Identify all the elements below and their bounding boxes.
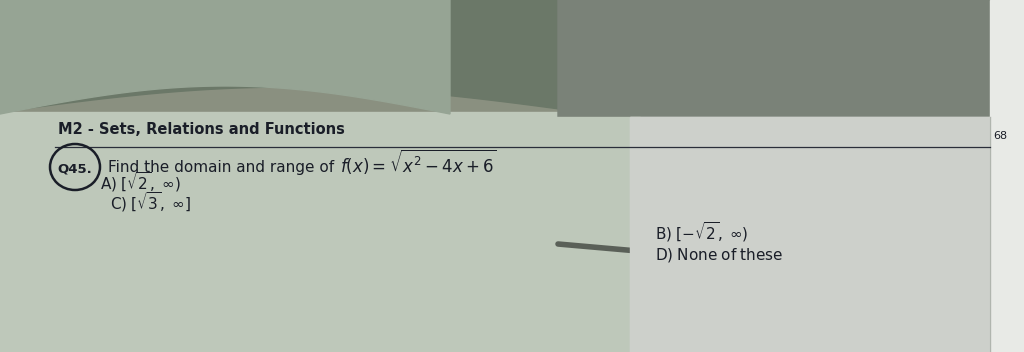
Bar (560, 0, 1024, 282)
Text: 68: 68 (993, 131, 1008, 141)
Bar (630, 112, 1024, 352)
Text: $f(x) = \sqrt{x^2 - 4x + 6}$: $f(x) = \sqrt{x^2 - 4x + 6}$ (340, 147, 497, 176)
Text: Find the domain and range of: Find the domain and range of (108, 160, 339, 175)
Text: Q45.: Q45. (57, 162, 92, 175)
Text: $\mathrm{B)}\;[-\sqrt{2},\;\infty)$: $\mathrm{B)}\;[-\sqrt{2},\;\infty)$ (655, 220, 749, 244)
Polygon shape (558, 192, 780, 282)
Bar (990, 0, 1024, 352)
Bar (0, 112, 640, 352)
Bar (0, 117, 640, 352)
Bar (630, 117, 990, 352)
Polygon shape (0, 0, 450, 114)
Text: $\mathrm{A)}\;[\sqrt{2},\;\infty)$: $\mathrm{A)}\;[\sqrt{2},\;\infty)$ (100, 170, 180, 194)
Polygon shape (558, 0, 1024, 274)
Text: $\mathrm{C)}\;[\sqrt{3},\;\infty]$: $\mathrm{C)}\;[\sqrt{3},\;\infty]$ (110, 190, 190, 214)
Text: $\mathrm{D)}\;\mathrm{None\;of\;these}$: $\mathrm{D)}\;\mathrm{None\;of\;these}$ (655, 245, 783, 264)
Polygon shape (0, 0, 640, 120)
Bar (630, 117, 1024, 352)
Text: M2 - Sets, Relations and Functions: M2 - Sets, Relations and Functions (58, 122, 345, 137)
